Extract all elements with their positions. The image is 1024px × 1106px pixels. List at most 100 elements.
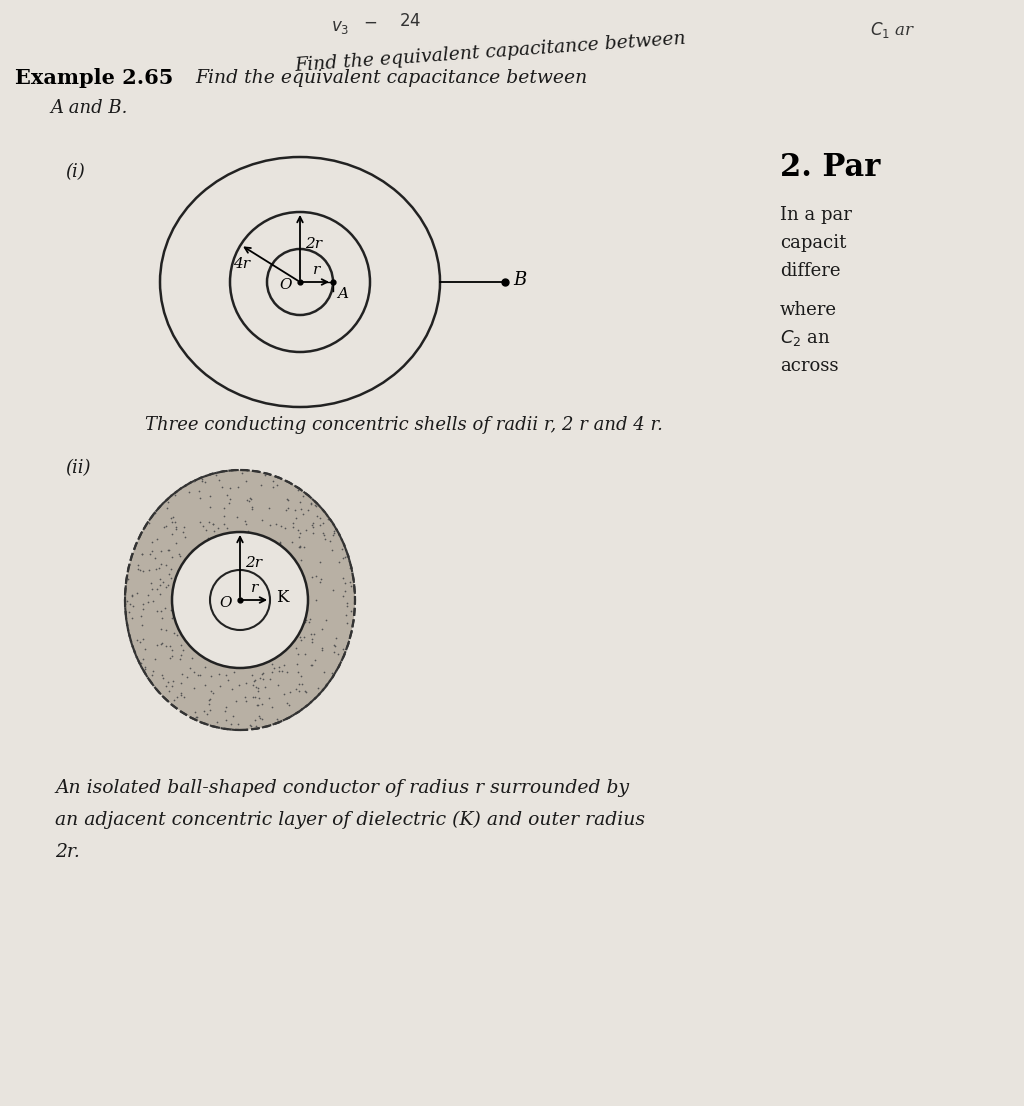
- Point: [159, 500, 175, 518]
- Point: [309, 679, 326, 697]
- Point: [337, 549, 353, 566]
- Point: [275, 657, 292, 675]
- Point: [237, 689, 253, 707]
- Point: [306, 495, 323, 513]
- Point: [238, 472, 254, 490]
- Point: [164, 640, 180, 658]
- Point: [298, 684, 314, 701]
- Point: [245, 688, 261, 706]
- Point: [224, 680, 241, 698]
- Point: [245, 500, 261, 518]
- Point: [303, 656, 319, 674]
- Point: [285, 551, 301, 568]
- Point: [168, 518, 184, 535]
- Point: [250, 682, 266, 700]
- Point: [153, 635, 169, 653]
- Point: [280, 499, 296, 517]
- Point: [261, 670, 278, 688]
- Point: [252, 669, 268, 687]
- Point: [148, 530, 165, 547]
- Point: [173, 636, 189, 654]
- Point: [176, 519, 193, 536]
- Point: [189, 708, 206, 726]
- Point: [169, 626, 185, 644]
- Point: [201, 695, 217, 712]
- Point: [151, 559, 167, 576]
- Point: [245, 677, 261, 695]
- Point: [212, 677, 228, 695]
- Point: [242, 716, 258, 733]
- Point: [293, 500, 309, 518]
- Point: [216, 499, 232, 517]
- Text: Example 2.65: Example 2.65: [15, 67, 173, 88]
- Text: An isolated ball-shaped conductor of radius r surrounded by: An isolated ball-shaped conductor of rad…: [55, 779, 629, 797]
- Point: [163, 568, 179, 586]
- Point: [251, 689, 267, 707]
- Point: [243, 490, 259, 508]
- Point: [295, 504, 311, 522]
- Point: [263, 698, 280, 716]
- Text: 2r: 2r: [245, 555, 262, 570]
- Point: [337, 582, 353, 599]
- Point: [154, 603, 170, 620]
- Point: [171, 616, 187, 634]
- Point: [158, 556, 174, 574]
- Point: [291, 675, 307, 692]
- Point: [160, 576, 176, 594]
- Point: [227, 692, 244, 710]
- Point: [165, 508, 181, 525]
- Point: [262, 648, 279, 666]
- Point: [197, 676, 213, 693]
- Point: [141, 514, 158, 532]
- Point: [238, 691, 254, 709]
- Point: [153, 619, 169, 637]
- Point: [164, 647, 180, 665]
- Point: [195, 518, 211, 535]
- Text: Find the equivalent capacitance between: Find the equivalent capacitance between: [294, 30, 686, 75]
- Point: [240, 522, 256, 540]
- Point: [282, 684, 298, 701]
- Point: [204, 531, 220, 549]
- Point: [200, 530, 216, 547]
- Point: [250, 679, 266, 697]
- Point: [270, 677, 287, 695]
- Point: [311, 553, 328, 571]
- Point: [185, 662, 202, 680]
- Point: [254, 696, 270, 713]
- Point: [288, 639, 304, 657]
- Point: [145, 592, 162, 609]
- Point: [326, 524, 342, 542]
- Point: [284, 533, 300, 551]
- Point: [199, 644, 215, 661]
- Point: [286, 626, 302, 644]
- Point: [154, 634, 170, 651]
- Point: [129, 632, 145, 649]
- Text: Find the equivalent capacitance between: Find the equivalent capacitance between: [195, 69, 587, 87]
- Point: [134, 649, 151, 667]
- Point: [124, 586, 140, 604]
- Point: [252, 709, 268, 727]
- Point: [153, 555, 169, 573]
- Point: [229, 479, 246, 497]
- Point: [201, 513, 217, 531]
- Point: [174, 619, 190, 637]
- Point: [124, 586, 140, 604]
- Point: [240, 491, 256, 509]
- Point: [324, 541, 340, 559]
- Point: [312, 509, 329, 526]
- Point: [178, 668, 195, 686]
- Point: [166, 691, 182, 709]
- Point: [225, 662, 242, 680]
- Point: [272, 533, 289, 551]
- Point: [160, 542, 176, 560]
- Point: [164, 547, 180, 565]
- Point: [166, 624, 182, 641]
- Point: [331, 553, 347, 571]
- Point: [294, 675, 310, 692]
- Point: [211, 471, 227, 489]
- Point: [222, 479, 239, 497]
- Point: [169, 688, 185, 706]
- Text: Three conducting concentric shells of radii r, 2 r and 4 r.: Three conducting concentric shells of ra…: [145, 416, 663, 434]
- Point: [298, 522, 314, 540]
- Ellipse shape: [125, 470, 355, 730]
